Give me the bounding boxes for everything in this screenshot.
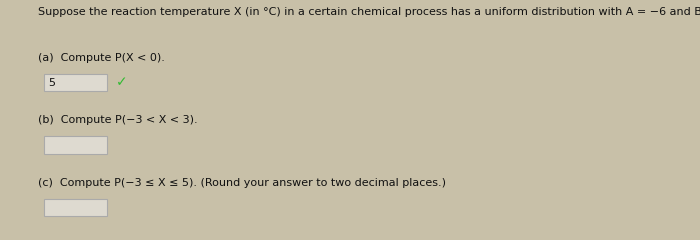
Text: 5: 5 <box>48 78 55 88</box>
Text: ✓: ✓ <box>116 76 127 90</box>
FancyBboxPatch shape <box>44 199 107 216</box>
FancyBboxPatch shape <box>44 74 107 91</box>
FancyBboxPatch shape <box>44 136 107 154</box>
Text: Suppose the reaction temperature X (in °C) in a certain chemical process has a u: Suppose the reaction temperature X (in °… <box>38 7 700 17</box>
Text: (b)  Compute P(−3 < X < 3).: (b) Compute P(−3 < X < 3). <box>38 115 198 125</box>
Text: (a)  Compute P(X < 0).: (a) Compute P(X < 0). <box>38 53 165 63</box>
Text: (c)  Compute P(−3 ≤ X ≤ 5). (Round your answer to two decimal places.): (c) Compute P(−3 ≤ X ≤ 5). (Round your a… <box>38 178 447 188</box>
